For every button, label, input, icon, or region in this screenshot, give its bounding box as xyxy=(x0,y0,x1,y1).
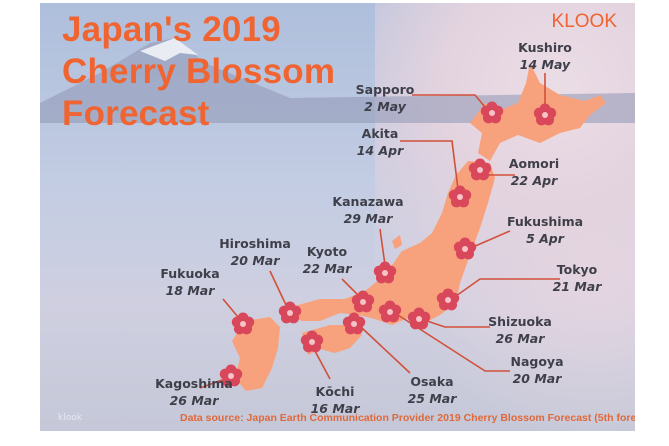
bloom-date: 26 Mar xyxy=(169,393,219,408)
cherry-blossom-icon xyxy=(342,312,366,335)
city-label: Akita 14 Apr xyxy=(357,125,404,159)
city-name: Aomori xyxy=(508,156,560,171)
title-line: Japan's 2019 xyxy=(62,10,281,49)
city-label: Kagoshima 26 Mar xyxy=(155,375,233,409)
bloom-date: 20 Mar xyxy=(230,253,280,268)
honshu xyxy=(288,161,495,325)
bloom-date: 22 Apr xyxy=(510,173,558,188)
city-name: Sapporo xyxy=(355,82,415,97)
forecast-infographic: Japan's 2019 Cherry Blossom Forecast KLO… xyxy=(40,3,635,431)
cherry-blossom-icon xyxy=(231,312,255,335)
cherry-blossom-icon xyxy=(533,103,557,126)
city-label: Osaka 25 Mar xyxy=(408,373,457,407)
city-name: Kagoshima xyxy=(155,376,233,391)
bloom-date: 26 Mar xyxy=(495,331,545,346)
sado xyxy=(392,235,402,249)
city-name: Akita xyxy=(361,126,399,141)
city-label: Shizuoka 26 Mar xyxy=(488,313,552,347)
city-name: Fukuoka xyxy=(160,266,220,281)
bloom-date: 5 Apr xyxy=(526,231,564,246)
kyushu xyxy=(232,317,280,391)
cherry-blossom-icon xyxy=(219,364,243,387)
bloom-date: 21 Mar xyxy=(552,279,602,294)
city-label: Kyoto 22 Mar xyxy=(303,243,352,277)
leader-line xyxy=(412,94,486,108)
bloom-date: 14 Apr xyxy=(356,143,404,158)
city-label: Kanazawa 29 Mar xyxy=(332,193,403,227)
leader-line xyxy=(426,320,490,328)
bloom-date: 2 May xyxy=(364,99,406,114)
leader-line xyxy=(341,278,359,296)
cherry-blossom-icon xyxy=(373,261,397,284)
leader-line xyxy=(397,314,510,372)
bloom-date: 20 Mar xyxy=(512,371,562,386)
cherry-blossom-icon xyxy=(407,307,431,330)
title-line: Cherry Blossom xyxy=(62,52,336,91)
bloom-date: 29 Mar xyxy=(343,211,393,226)
cherry-blossom-icon xyxy=(468,158,492,181)
leader-line xyxy=(379,228,386,266)
klook-watermark: klook xyxy=(58,413,82,423)
leader-line xyxy=(269,270,287,306)
city-name: Kōchi xyxy=(315,384,355,399)
city-name: Fukushima xyxy=(506,214,584,229)
leader-line xyxy=(472,230,511,248)
leader-line xyxy=(455,278,560,297)
city-label: Tokyo 21 Mar xyxy=(553,261,602,295)
leader-line xyxy=(361,327,411,374)
city-label: Aomori 22 Apr xyxy=(509,155,559,189)
bloom-date: 25 Mar xyxy=(407,391,457,406)
japan-map xyxy=(199,63,606,391)
city-label: Sapporo 2 May xyxy=(356,81,415,115)
city-name: Shizuoka xyxy=(488,314,552,329)
markers xyxy=(219,101,557,387)
cherry-blossom-icon xyxy=(453,237,477,260)
city-name: Kanazawa xyxy=(332,194,404,209)
city-label: Kushiro 14 May xyxy=(518,39,572,73)
city-name: Tokyo xyxy=(556,262,598,277)
leader-line xyxy=(314,350,331,380)
klook-logo: KLOOK xyxy=(551,11,617,32)
city-label: Fukushima 5 Apr xyxy=(507,213,583,247)
leader-line xyxy=(199,379,223,389)
cherry-blossom-icon xyxy=(300,330,324,353)
city-name: Osaka xyxy=(410,374,454,389)
bloom-date: 18 Mar xyxy=(165,283,215,298)
leader-lines xyxy=(199,73,560,389)
cherry-blossom-icon xyxy=(436,288,460,311)
city-label: Fukuoka 18 Mar xyxy=(160,265,219,299)
city-label: Nagoya 20 Mar xyxy=(510,353,563,387)
cherry-blossom-icon xyxy=(378,300,402,323)
bloom-date: 14 May xyxy=(519,57,571,72)
city-name: Kyoto xyxy=(306,244,348,259)
cherry-blossom-icon xyxy=(351,290,375,313)
mount-fuji-background xyxy=(40,38,635,123)
data-source: Data source: Japan Earth Communication P… xyxy=(180,412,635,424)
city-label: Kōchi 16 Mar xyxy=(311,383,360,417)
bloom-date: 22 Mar xyxy=(302,261,352,276)
cherry-blossom-icon xyxy=(480,101,504,124)
cherry-blossom-icon xyxy=(448,185,472,208)
title-line: Forecast xyxy=(62,94,210,133)
city-label: Hiroshima 20 Mar xyxy=(219,235,291,269)
page-title: Japan's 2019 Cherry Blossom Forecast xyxy=(62,9,335,135)
city-name: Hiroshima xyxy=(219,236,291,251)
city-name: Kushiro xyxy=(518,40,572,55)
cherry-blossom-icon xyxy=(278,301,302,324)
leader-line xyxy=(400,140,459,190)
city-name: Nagoya xyxy=(510,354,564,369)
bloom-date: 16 Mar xyxy=(310,401,360,416)
leader-line xyxy=(222,298,239,318)
cherry-blossom-background xyxy=(375,3,635,431)
